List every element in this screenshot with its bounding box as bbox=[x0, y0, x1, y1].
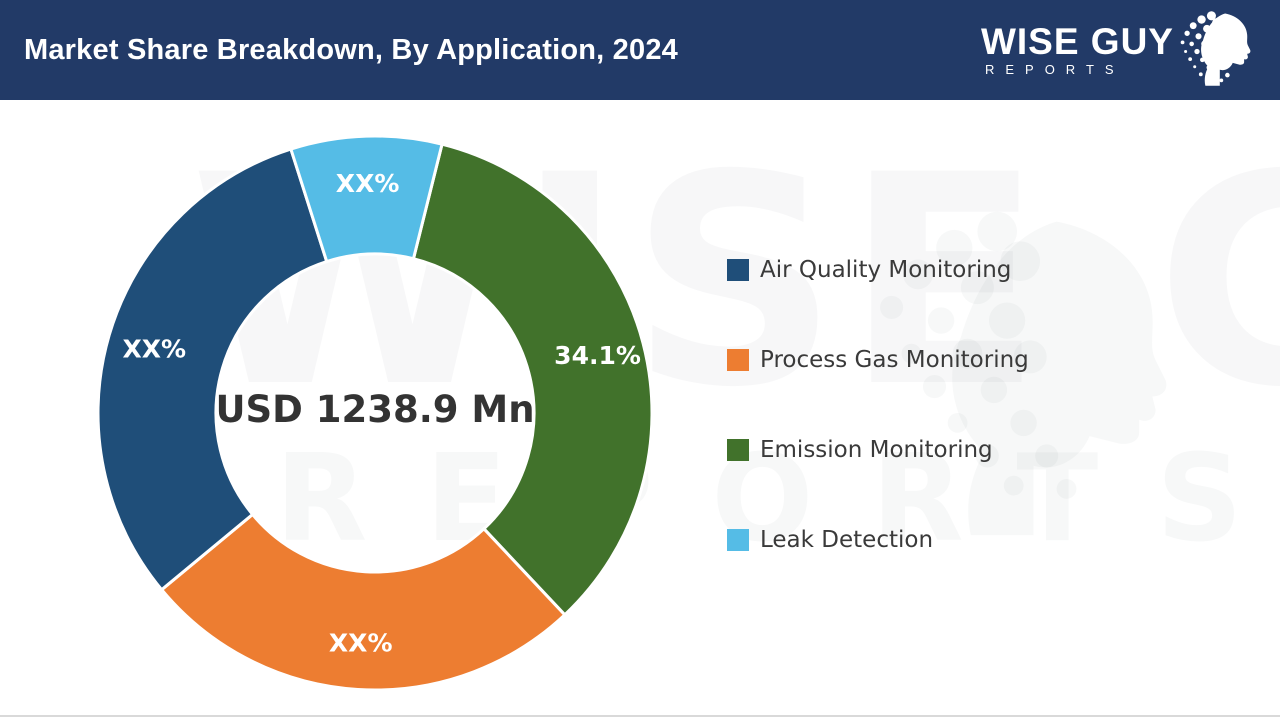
donut-segment-air-quality-monitoring bbox=[96, 147, 329, 592]
donut-segment-leak-detection bbox=[289, 134, 444, 264]
segment-label-air-quality-monitoring: XX% bbox=[122, 334, 186, 363]
legend-swatch bbox=[727, 439, 749, 461]
wiseguy-logo: WISE GUY REPORTS bbox=[981, 9, 1254, 91]
logo-face-icon bbox=[1180, 11, 1251, 86]
donut-segment-emission-monitoring bbox=[411, 142, 654, 617]
donut-chart: 34.1% XX% XX% XX% bbox=[96, 134, 654, 692]
header: Market Share Breakdown, By Application, … bbox=[0, 0, 1280, 100]
segment-label-leak-detection: XX% bbox=[336, 169, 400, 198]
segment-label-process-gas-monitoring: XX% bbox=[329, 629, 393, 658]
legend-swatch bbox=[727, 349, 749, 371]
legend-item-label: Air Quality Monitoring bbox=[760, 257, 1012, 283]
legend-item-leak-detection: Leak Detection bbox=[727, 527, 1029, 553]
legend-item-process-gas-monitoring: Process Gas Monitoring bbox=[727, 347, 1029, 373]
segment-label-emission-monitoring: 34.1% bbox=[554, 341, 641, 370]
donut-segment-process-gas-monitoring bbox=[160, 512, 567, 692]
legend-item-label: Process Gas Monitoring bbox=[760, 347, 1029, 373]
page-title: Market Share Breakdown, By Application, … bbox=[24, 33, 678, 66]
legend-item-air-quality-monitoring: Air Quality Monitoring bbox=[727, 257, 1029, 283]
logo-subtext: REPORTS bbox=[984, 62, 1125, 77]
legend-item-emission-monitoring: Emission Monitoring bbox=[727, 437, 1029, 463]
legend-swatch bbox=[727, 529, 749, 551]
legend-item-label: Emission Monitoring bbox=[760, 437, 993, 463]
logo-text: WISE GUY REPORTS bbox=[980, 21, 1174, 78]
logo-wordmark: WISE GUY bbox=[980, 21, 1174, 62]
legend-item-label: Leak Detection bbox=[760, 527, 934, 553]
chart-area: WISE GUY REPORTS 34.1%XX%XX%XX% USD 1238… bbox=[0, 100, 1280, 716]
legend: Air Quality Monitoring Process Gas Monit… bbox=[727, 257, 1029, 553]
donut-center-value: USD 1238.9 Mn bbox=[215, 388, 535, 431]
bottom-rule bbox=[0, 715, 1280, 717]
legend-swatch bbox=[727, 259, 749, 281]
